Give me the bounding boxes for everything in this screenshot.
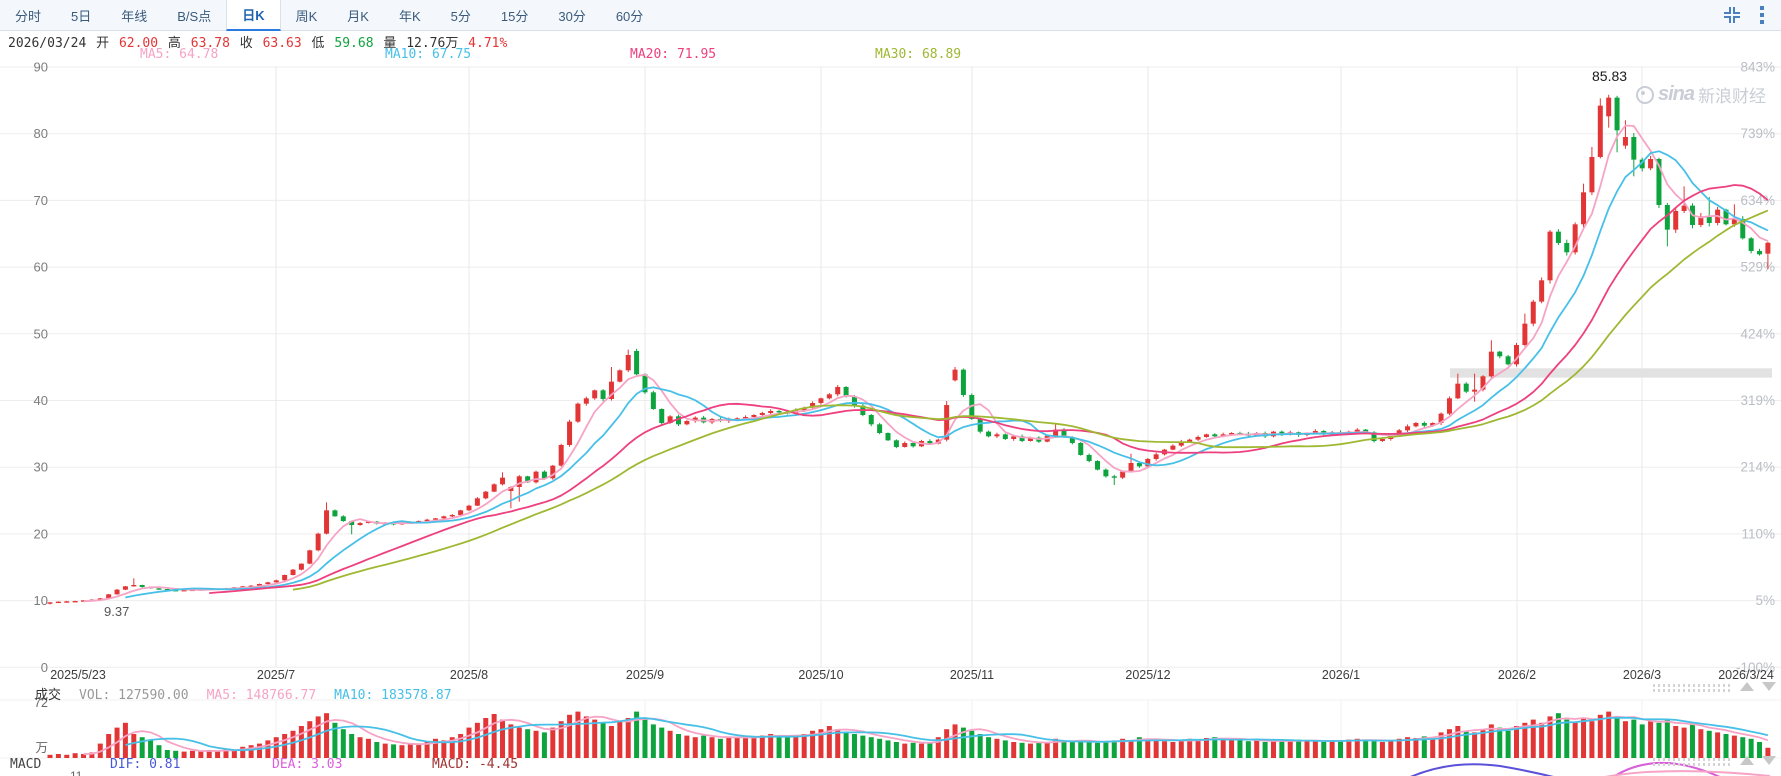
high-value: 63.78 xyxy=(190,36,230,51)
y-axis-label-right: 214% xyxy=(1740,460,1775,475)
tab-period-8[interactable]: 5分 xyxy=(450,8,471,24)
zoom-in-arrow-main[interactable] xyxy=(1740,682,1754,691)
volume-ma10-text: MA10: 183578.87 xyxy=(334,688,452,703)
zoom-slider-main[interactable] xyxy=(1653,684,1733,692)
y-axis-label-right: 843% xyxy=(1740,60,1775,75)
volume-header: 成交 VOL: 127590.00 MA5: 148766.77 MA10: 1835… xyxy=(35,684,470,703)
change-percent: 4.71% xyxy=(468,36,508,51)
x-axis-date-label: 2026/3/24 xyxy=(1718,668,1774,682)
y-axis-label-right: 529% xyxy=(1740,260,1775,275)
x-axis-date-label: 2025/10 xyxy=(798,668,843,682)
volume-label: 量 xyxy=(383,36,397,51)
y-axis-label-right: 110% xyxy=(1741,526,1775,541)
y-axis-label-left: 30 xyxy=(34,460,48,475)
macd-title: MACD xyxy=(10,757,42,772)
sina-watermark: sina 新浪财经 xyxy=(1636,82,1766,107)
open-value: 62.00 xyxy=(118,36,159,51)
y-axis-label-right: -100% xyxy=(1736,660,1775,675)
x-axis-date-label: 2025/11 xyxy=(950,668,994,682)
y-axis-label-left: 40 xyxy=(34,393,48,408)
y-axis-label-left: 10 xyxy=(34,593,48,608)
low-price-annotation: 9.37 xyxy=(104,604,130,619)
x-axis-date-label: 2025/5/23 xyxy=(50,668,106,682)
macd-value-text: MACD: -4.45 xyxy=(432,757,519,772)
x-axis-date-label: 2026/2 xyxy=(1498,668,1536,682)
toolbar-icons xyxy=(1723,0,1771,30)
tab-period-11[interactable]: 60分 xyxy=(615,8,644,24)
kebab-menu-icon[interactable] xyxy=(1753,6,1771,24)
tab-period-7[interactable]: 年K xyxy=(398,8,421,24)
x-axis-date-label: 2025/9 xyxy=(626,668,664,682)
quote-date: 2026/03/24 xyxy=(8,36,87,51)
high-label: 高 xyxy=(167,36,181,51)
watermark-brand: sina xyxy=(1658,83,1695,105)
tab-period-2[interactable]: 年线 xyxy=(121,8,148,24)
tab-period-0[interactable]: 分时 xyxy=(15,8,42,24)
low-value: 59.68 xyxy=(334,36,374,51)
y-axis-label-right: 739% xyxy=(1740,126,1775,141)
kline-period-toolbar: 分时 5日 年线 B/S点 日K 周K 月K 年K 5分 15分 30分 60分 xyxy=(0,0,1781,31)
y-axis-label-left: 20 xyxy=(34,526,48,541)
ma10-legend: MA10: 67.75 xyxy=(385,47,472,62)
open-label: 开 xyxy=(96,36,110,51)
x-axis-date-label: 2025/8 xyxy=(450,668,488,682)
volume-ma5-text: MA5: 148766.77 xyxy=(206,688,317,703)
quote-bar: 2026/03/24 开 62.00 高 63.78 收 63.63 低 59.… xyxy=(8,32,509,51)
zoom-out-arrow-volume[interactable] xyxy=(1762,756,1776,765)
y-axis-label-left: 70 xyxy=(34,193,48,208)
ma20-legend: MA20: 71.95 xyxy=(630,47,717,62)
volume-axis-unit: 万 xyxy=(35,741,48,755)
zoom-out-arrow-main[interactable] xyxy=(1762,682,1776,691)
y-axis-label-left: 90 xyxy=(34,60,48,75)
volume-value: 12.76万 xyxy=(406,36,459,51)
x-axis-date-label: 2026/3 xyxy=(1623,668,1661,682)
tab-period-6[interactable]: 月K xyxy=(347,8,369,24)
ma-legend: MA5: 64.78 MA10: 67.75 MA20: 71.95 MA30: 68… xyxy=(140,47,1120,62)
volume-title: 成交 xyxy=(35,688,62,703)
high-price-annotation: 85.83 xyxy=(1592,68,1628,84)
watermark-text: 新浪财经 xyxy=(1698,87,1767,106)
x-axis-date-label: 2025/7 xyxy=(257,668,295,682)
sina-logo-icon xyxy=(1636,85,1654,104)
macd-axis-label: 11 xyxy=(70,769,83,776)
close-value: 63.63 xyxy=(262,36,302,51)
low-label: 低 xyxy=(311,36,325,51)
y-axis-label-right: 319% xyxy=(1740,393,1775,408)
y-axis-label-left: 80 xyxy=(34,126,48,141)
close-label: 收 xyxy=(239,36,253,51)
y-axis-label-left: 60 xyxy=(34,260,48,275)
volume-axis-max: 72 xyxy=(34,696,48,710)
x-axis-date-label: 2025/12 xyxy=(1125,668,1170,682)
tab-period-10[interactable]: 30分 xyxy=(558,8,586,24)
tab-period-1[interactable]: 5日 xyxy=(71,8,92,24)
zoom-in-arrow-volume[interactable] xyxy=(1740,756,1754,765)
macd-dif-text: DIF: 0.81 xyxy=(110,757,181,772)
macd-dea-text: DEA: 3.03 xyxy=(272,757,343,772)
y-axis-label-right: 634% xyxy=(1740,193,1775,208)
y-axis-label-right: 5% xyxy=(1755,593,1775,608)
zoom-slider-volume[interactable] xyxy=(1653,758,1733,766)
ma5-legend: MA5: 64.78 xyxy=(140,47,219,62)
y-axis-label-left: 0 xyxy=(41,660,48,675)
tab-daily-k-active[interactable]: 日K xyxy=(226,0,281,31)
volume-value-text: VOL: 127590.00 xyxy=(79,688,189,703)
tab-period-3[interactable]: B/S点 xyxy=(177,8,212,24)
collapse-fullscreen-icon[interactable] xyxy=(1723,6,1741,24)
tab-period-5[interactable]: 周K xyxy=(295,8,318,24)
ma30-legend: MA30: 68.89 xyxy=(875,47,962,62)
tab-period-9[interactable]: 15分 xyxy=(500,8,529,24)
y-axis-label-right: 424% xyxy=(1740,326,1775,341)
x-axis-date-label: 2026/1 xyxy=(1322,668,1360,682)
y-axis-label-left: 50 xyxy=(34,326,48,341)
